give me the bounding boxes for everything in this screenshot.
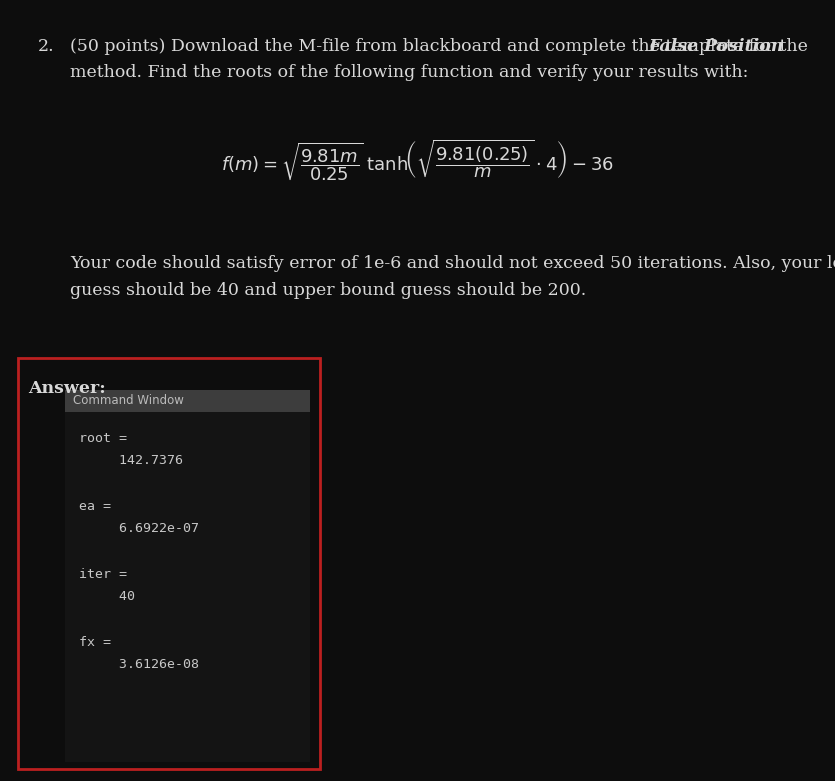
Text: Command Window: Command Window: [73, 394, 184, 408]
Text: 6.6922e-07: 6.6922e-07: [95, 522, 199, 535]
Text: Your code should satisfy error of 1e-6 and should not exceed 50 iterations. Also: Your code should satisfy error of 1e-6 a…: [70, 255, 835, 272]
Text: iter =: iter =: [79, 568, 127, 581]
Text: method. Find the roots of the following function and verify your results with:: method. Find the roots of the following …: [70, 64, 748, 81]
Text: root =: root =: [79, 432, 127, 445]
Text: ea =: ea =: [79, 500, 111, 513]
Text: Answer:: Answer:: [28, 380, 106, 397]
Polygon shape: [65, 390, 310, 412]
Text: (50 points) Download the M-file from blackboard and complete the template for th: (50 points) Download the M-file from bla…: [70, 38, 813, 55]
Text: False Position: False Position: [648, 38, 783, 55]
Text: $f(m) = \sqrt{\dfrac{9.81m}{0.25}}\;\mathrm{tanh}\!\left(\sqrt{\dfrac{9.81(0.25): $f(m) = \sqrt{\dfrac{9.81m}{0.25}}\;\mat…: [221, 137, 614, 183]
Text: 3.6126e-08: 3.6126e-08: [95, 658, 199, 671]
Text: 142.7376: 142.7376: [95, 454, 183, 467]
Text: 2.: 2.: [38, 38, 54, 55]
Text: 40: 40: [95, 590, 135, 603]
Polygon shape: [65, 390, 310, 762]
Text: fx =: fx =: [79, 636, 111, 649]
Text: guess should be 40 and upper bound guess should be 200.: guess should be 40 and upper bound guess…: [70, 282, 586, 299]
